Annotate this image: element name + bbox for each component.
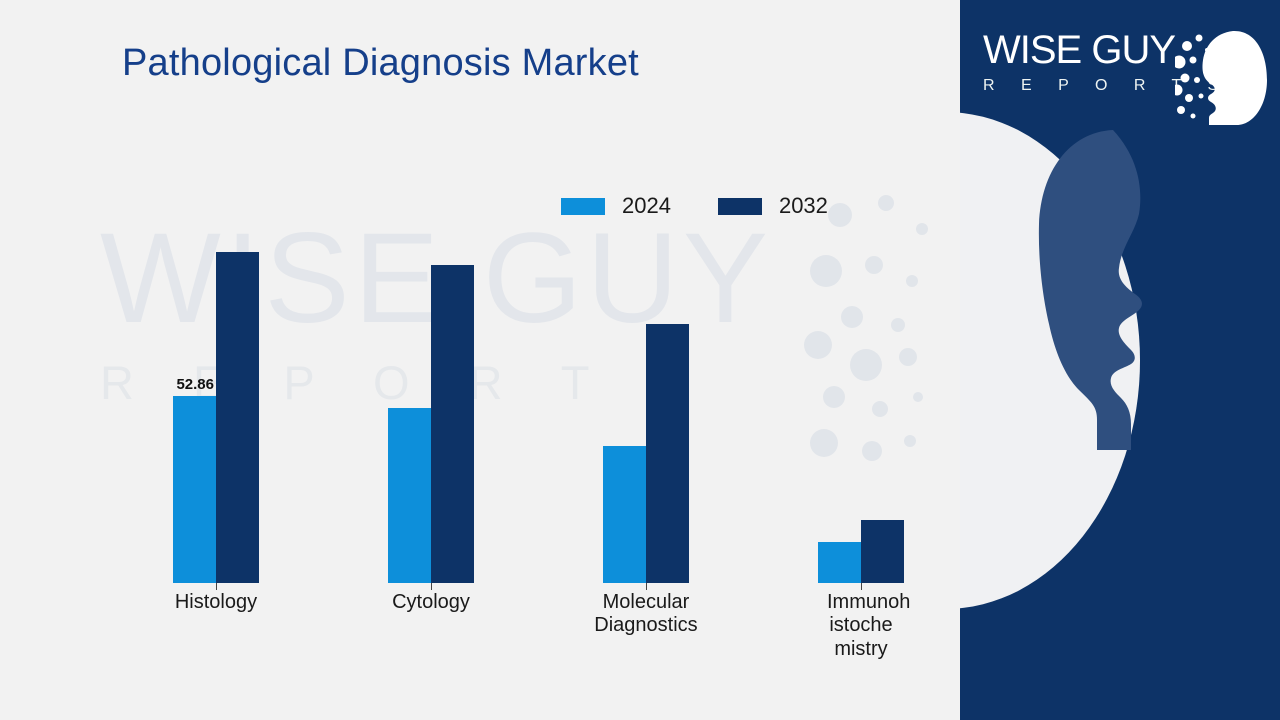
bar-2032[interactable] bbox=[216, 251, 259, 583]
legend-swatch-2024 bbox=[561, 197, 605, 215]
head-profile-icon bbox=[1175, 30, 1267, 125]
bar-2032[interactable] bbox=[861, 520, 904, 583]
logo: WISE GUY R E P O R T S bbox=[983, 28, 1273, 125]
legend-item-2032[interactable]: 2032 bbox=[717, 193, 828, 219]
bar-group: Molecular Diagnostics bbox=[594, 230, 698, 636]
legend-item-2024[interactable]: 2024 bbox=[561, 193, 671, 219]
bar-2032[interactable] bbox=[646, 324, 689, 583]
logo-wordmark: WISE GUY bbox=[983, 28, 1176, 72]
x-axis-category-label: Molecular Diagnostics bbox=[594, 591, 698, 637]
bar-group: Immunoh istoche mistry bbox=[818, 230, 910, 660]
chart-legend: 2024 2032 bbox=[561, 193, 828, 219]
page-background bbox=[0, 0, 975, 720]
x-axis-tick bbox=[861, 583, 862, 590]
head-silhouette-icon bbox=[1038, 130, 1142, 450]
bar-value-label: 52.86 bbox=[176, 376, 214, 394]
bar-2024[interactable] bbox=[603, 446, 646, 583]
legend-label-2032: 2032 bbox=[778, 193, 828, 218]
legend-label-2024: 2024 bbox=[622, 193, 671, 218]
x-axis-tick bbox=[216, 583, 217, 590]
bar-2032[interactable] bbox=[431, 265, 474, 583]
logo-tagline: R E P O R T S bbox=[983, 77, 1230, 94]
x-axis-category-label: Cytology bbox=[392, 591, 470, 613]
bar-group: 52.86 Histology bbox=[173, 230, 259, 613]
bar-chart-plot: 52.86 Histology Cytology Molecular Diagnosti… bbox=[120, 230, 940, 660]
bar-2024[interactable] bbox=[818, 541, 861, 583]
bar-2024[interactable]: 52.86 bbox=[173, 376, 216, 583]
x-axis-category-label: Histology bbox=[174, 591, 258, 613]
x-axis-tick bbox=[646, 583, 647, 590]
bar-group: Cytology bbox=[388, 230, 474, 613]
page-title: Pathological Diagnosis Market bbox=[122, 42, 639, 84]
x-axis-tick bbox=[431, 583, 432, 590]
bar-2024[interactable] bbox=[388, 407, 431, 583]
molecule-dots-decor bbox=[960, 130, 1050, 550]
legend-swatch-2032 bbox=[717, 197, 762, 215]
x-axis-category-label: Immunoh istoche mistry bbox=[827, 591, 911, 660]
